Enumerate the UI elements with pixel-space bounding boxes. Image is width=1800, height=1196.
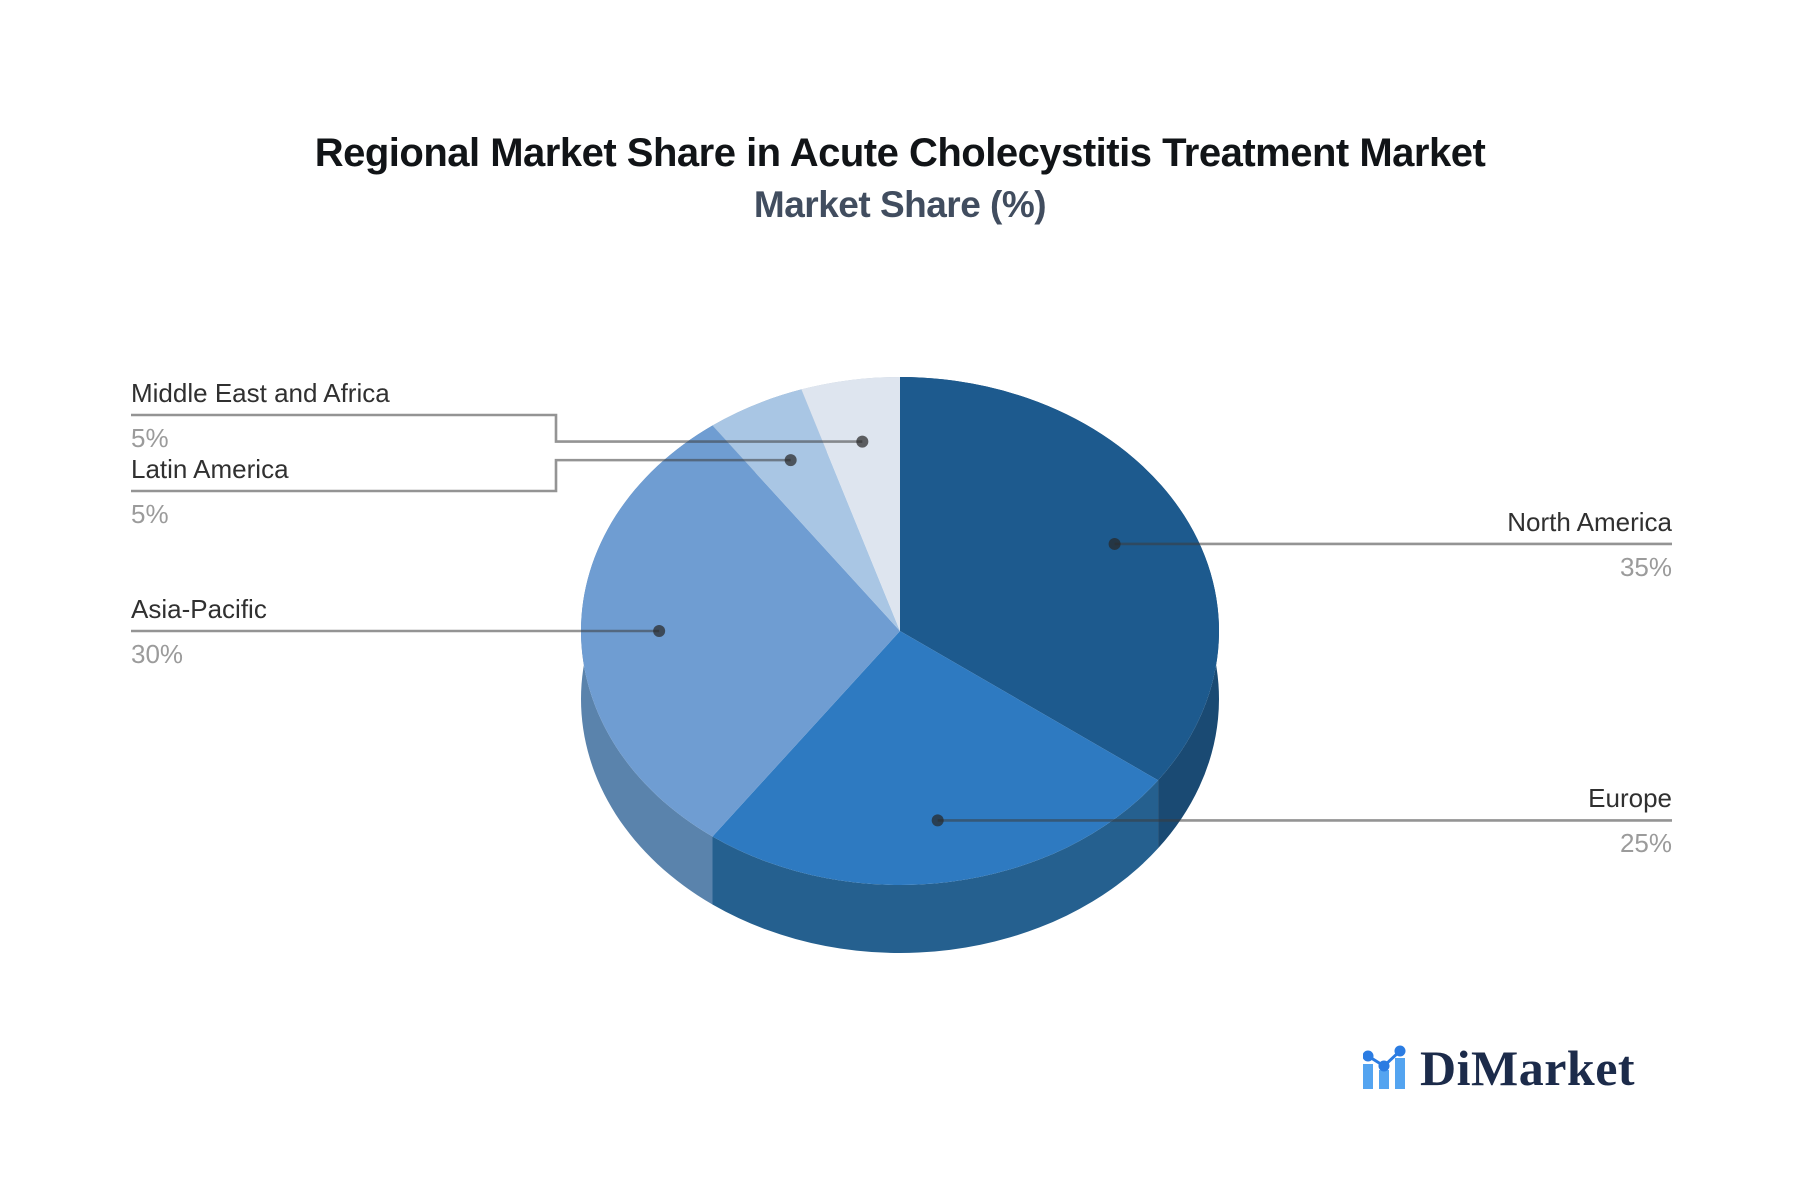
callout-value-asia-pacific: 30% <box>131 639 184 669</box>
callout-label-asia-pacific: Asia-Pacific <box>131 594 267 624</box>
pie-slice-side-europe <box>712 780 1159 953</box>
callout-label-middle-east-and-africa: Middle East and Africa <box>131 378 390 408</box>
pie-slice-latin-america[interactable] <box>712 389 900 631</box>
dimarket-logo: DiMarket <box>1363 1042 1635 1094</box>
chart-title: Regional Market Share in Acute Cholecyst… <box>314 131 1486 175</box>
leader-dot-middle-east-and-africa <box>856 435 869 448</box>
callout-value-latin-america: 5% <box>131 499 169 529</box>
leader-dot-latin-america <box>784 454 797 467</box>
callout-value-north-america: 35% <box>1619 552 1672 582</box>
callout-label-north-america: North America <box>1507 507 1672 537</box>
leader-dot-europe <box>931 814 944 827</box>
bar-chart-trend-icon <box>1363 1045 1406 1089</box>
logo-text: DiMarket <box>1420 1040 1636 1096</box>
callout-value-europe: 25% <box>1619 828 1672 858</box>
chart-subtitle: Market Share (%) <box>753 184 1047 225</box>
callout-label-europe: Europe <box>1588 783 1672 813</box>
callout-value-middle-east-and-africa: 5% <box>131 423 169 453</box>
leader-line-middle-east-and-africa <box>131 413 863 443</box>
pie-slice-north-america[interactable] <box>900 377 1219 781</box>
leader-dot-asia-pacific <box>653 625 666 637</box>
pie-slice-asia-pacific[interactable] <box>581 425 900 837</box>
callout-label-latin-america: Latin America <box>131 454 289 484</box>
leader-line-latin-america <box>131 458 791 493</box>
leader-dot-north-america <box>1108 537 1121 550</box>
